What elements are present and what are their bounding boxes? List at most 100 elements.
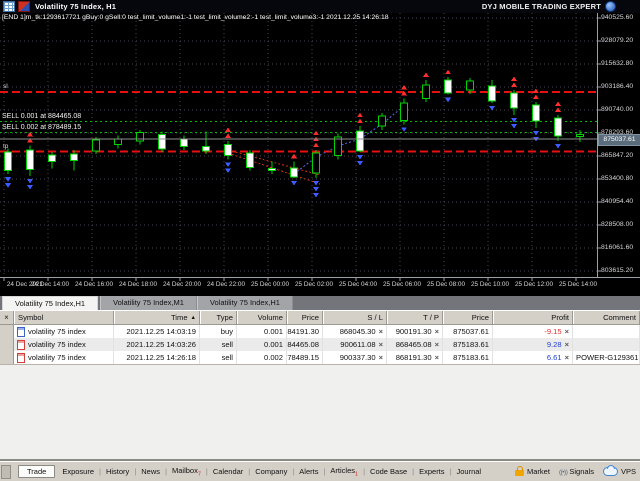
trade-row[interactable]: volatility 75 index 2021.12.25 14:26:18 se… — [0, 351, 640, 364]
table-cell: 0.001 — [237, 338, 287, 351]
price-tick: 840954.40 — [601, 197, 634, 205]
up-arrow-marker — [291, 153, 297, 159]
price-tick: 878293.60 — [601, 128, 634, 136]
up-arrow-marker — [401, 84, 407, 90]
up-arrow-marker — [27, 138, 33, 143]
column-header[interactable]: Volume — [237, 311, 287, 324]
bottom-tab-journal[interactable]: Journal — [456, 467, 482, 476]
table-cell: 0.001 — [237, 325, 287, 338]
remove-level-button[interactable]: × — [434, 327, 439, 336]
remove-level-button[interactable]: × — [434, 340, 439, 349]
candle-up — [378, 115, 386, 127]
price-tick: 865847.20 — [601, 151, 634, 159]
bottom-tab-company[interactable]: Company — [255, 467, 288, 476]
chart-tab-active[interactable]: Volatility 75 Index,H1 — [2, 296, 99, 310]
time-tick: 24 Dec 18:00 — [118, 281, 158, 288]
table-cell: -9.15 × — [493, 325, 573, 338]
column-header[interactable]: T / P — [387, 311, 443, 324]
tab-separator: | — [134, 467, 137, 476]
status-item-vps[interactable]: VPS — [602, 467, 636, 476]
remove-level-button[interactable]: × — [564, 340, 569, 349]
bottom-tab-articles[interactable]: Articles1 — [330, 465, 359, 478]
candle-up — [92, 139, 100, 152]
unread-badge: 1 — [355, 471, 359, 478]
time-tick: 24 Dec 20:00 — [162, 281, 202, 288]
candle-up — [576, 133, 584, 137]
remove-level-button[interactable]: × — [378, 327, 383, 336]
column-header[interactable]: Time ▲ — [114, 311, 200, 324]
buy-order-icon — [17, 326, 25, 337]
time-tick: 25 Dec 00:00 — [250, 281, 290, 288]
bottom-tab-experts[interactable]: Experts — [419, 467, 445, 476]
chart-area[interactable]: [END 1]m_tk:1293617721 gBuy:0 gSell:0 te… — [0, 13, 640, 296]
candle-up — [334, 136, 342, 157]
remove-level-button[interactable]: × — [378, 353, 383, 362]
bottom-tab-code-base[interactable]: Code Base — [370, 467, 408, 476]
price-tick: 853400.80 — [601, 174, 634, 182]
remove-level-button[interactable]: × — [378, 340, 383, 349]
status-item-market[interactable]: Market — [515, 465, 550, 476]
table-cell: sell — [200, 338, 237, 351]
price-tick: 903186.40 — [601, 82, 634, 90]
table-cell: 884191.30 — [287, 325, 323, 338]
candle-down — [488, 85, 496, 102]
unread-badge: 7 — [197, 471, 201, 478]
toolbox-empty-area — [0, 365, 640, 461]
resize-grip[interactable] — [1, 464, 11, 479]
table-cell: 6.61 × — [493, 351, 573, 364]
up-arrow-marker — [423, 72, 429, 77]
column-header[interactable]: Price — [287, 311, 323, 324]
up-arrow-marker — [445, 69, 451, 75]
bottom-tab-history[interactable]: History — [105, 467, 130, 476]
remove-level-button[interactable]: × — [564, 353, 569, 362]
column-header[interactable]: Comment — [573, 311, 640, 324]
chart-tab[interactable]: Volatility 75 Index,M1 — [100, 296, 197, 310]
time-tick: 25 Dec 06:00 — [382, 281, 422, 288]
time-tick: 25 Dec 04:00 — [338, 281, 378, 288]
tab-separator: | — [165, 467, 167, 476]
bottom-tab-calendar[interactable]: Calendar — [212, 467, 244, 476]
price-tick: 890740.00 — [601, 105, 634, 113]
bottom-tab-trade[interactable]: Trade — [18, 465, 56, 478]
up-arrow-marker — [357, 112, 363, 118]
column-header[interactable]: Symbol — [14, 311, 114, 324]
column-header[interactable]: S / L — [323, 311, 387, 324]
trend-line — [227, 149, 321, 176]
bottom-tab-alerts[interactable]: Alerts — [299, 467, 319, 476]
chart-grid-icon[interactable] — [3, 1, 15, 12]
bottom-tab-exposure[interactable]: Exposure — [62, 467, 95, 476]
status-item-signals[interactable]: Signals — [559, 467, 594, 476]
remove-level-button[interactable]: × — [564, 327, 569, 336]
bottom-tab-bar: Trade Exposure | History | News | Mailbox7 | Cale… — [0, 461, 640, 481]
column-header[interactable]: Price — [443, 311, 493, 324]
up-arrow-marker — [511, 76, 517, 82]
table-cell: 900191.30 × — [387, 325, 443, 338]
tp-line-label: tp — [3, 142, 9, 150]
down-arrow-marker — [225, 162, 231, 167]
chart-tab[interactable]: Volatility 75 Index,H1 — [196, 296, 293, 310]
bottom-tab-mailbox[interactable]: Mailbox7 — [171, 465, 201, 478]
table-cell: 9.28 × — [493, 338, 573, 351]
time-tick: 24 Dec 14:00 — [30, 281, 70, 288]
chart-tab-bar: Volatility 75 Index,H1 Volatility 75 Inde… — [0, 296, 640, 311]
price-tick: 828508.00 — [601, 220, 634, 228]
down-arrow-marker — [511, 124, 517, 129]
column-header[interactable]: Profit — [493, 311, 573, 324]
tab-separator: | — [323, 467, 326, 476]
trade-row[interactable]: volatility 75 index 2021.12.25 14:03:26 se… — [0, 338, 640, 351]
time-tick: 24 Dec 22:00 — [206, 281, 246, 288]
time-tick: 24 Dec 2021 — [6, 281, 44, 288]
mt-logo-icon[interactable] — [18, 1, 30, 12]
up-arrow-marker — [357, 118, 363, 124]
column-header[interactable]: Type — [200, 311, 237, 324]
status-icons: Market Signals VPS — [506, 465, 636, 476]
remove-level-button[interactable]: × — [434, 353, 439, 362]
bottom-tab-news[interactable]: News — [141, 467, 161, 476]
table-cell: 2021.12.25 14:03:26 — [114, 338, 200, 351]
candle-up — [422, 84, 430, 99]
candlestick-chart — [0, 13, 640, 281]
close-toolbox-button[interactable]: × — [0, 311, 14, 324]
trade-row[interactable]: volatility 75 index 2021.12.25 14:03:19 bu… — [0, 325, 640, 338]
candle-down — [158, 133, 166, 150]
candle-down — [356, 130, 364, 152]
